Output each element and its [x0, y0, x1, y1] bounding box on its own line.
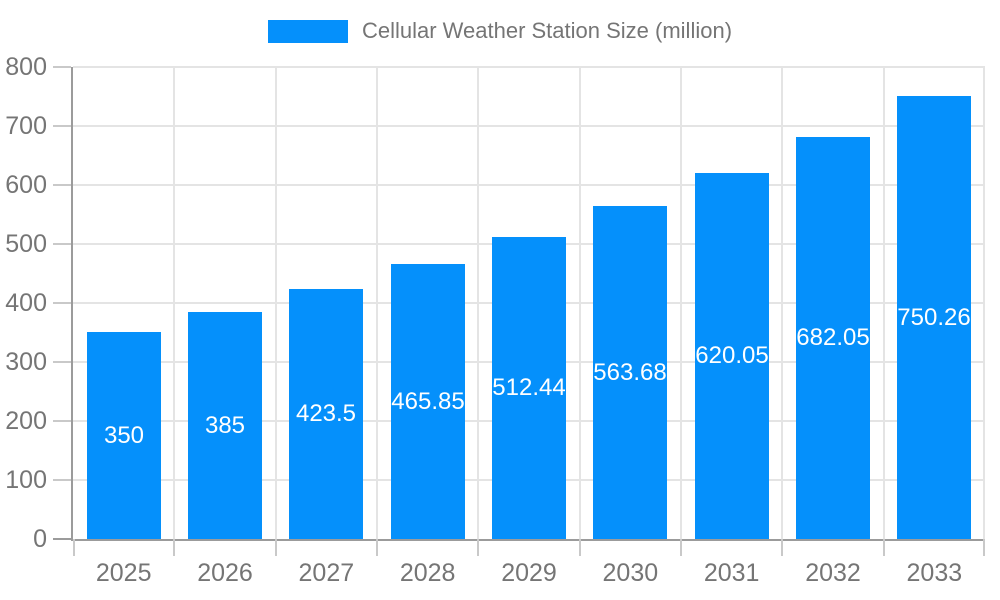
y-axis-tick [53, 125, 71, 127]
y-axis-label: 700 [5, 112, 47, 140]
x-axis-tick [680, 539, 682, 556]
bar-value-label: 563.68 [593, 358, 667, 386]
v-gridline [173, 67, 175, 539]
v-gridline [477, 67, 479, 539]
y-axis-label: 300 [5, 348, 47, 376]
bar[interactable] [492, 237, 566, 539]
bar[interactable] [695, 173, 769, 539]
x-axis-label: 2027 [298, 559, 355, 587]
v-gridline [883, 67, 885, 539]
y-axis-tick [53, 361, 71, 363]
x-axis-label: 2033 [906, 559, 963, 587]
x-axis-label: 2029 [501, 559, 557, 587]
bar-value-label: 350 [103, 421, 145, 449]
x-axis-tick [477, 539, 479, 556]
v-gridline [781, 67, 783, 539]
v-gridline [983, 67, 985, 539]
x-axis-label: 2025 [95, 559, 152, 587]
y-axis-tick [53, 184, 71, 186]
v-gridline [579, 67, 581, 539]
x-axis-tick [275, 539, 277, 556]
bar-value-label: 385 [204, 411, 246, 439]
x-axis-label: 2031 [703, 559, 760, 587]
bar[interactable] [593, 206, 667, 539]
v-gridline [275, 67, 277, 539]
y-axis-label: 500 [5, 230, 47, 258]
x-axis-tick [173, 539, 175, 556]
x-axis-line [71, 539, 985, 541]
y-axis-tick [53, 538, 71, 540]
x-axis-tick [376, 539, 378, 556]
bar[interactable] [796, 137, 870, 539]
y-axis-label: 100 [5, 466, 47, 494]
x-axis-label: 2032 [805, 559, 861, 587]
y-axis-label: 600 [5, 171, 47, 199]
x-axis-tick [883, 539, 885, 556]
y-axis-tick [53, 302, 71, 304]
bar[interactable] [391, 264, 465, 539]
v-gridline [376, 67, 378, 539]
x-axis-label: 2026 [197, 559, 253, 587]
y-axis-tick [53, 479, 71, 481]
x-axis-tick [781, 539, 783, 556]
y-axis-label: 400 [5, 289, 47, 317]
h-gridline [73, 66, 985, 68]
x-axis-tick [579, 539, 581, 556]
y-axis-line [71, 67, 73, 541]
legend[interactable]: Cellular Weather Station Size (million) [0, 17, 1000, 45]
bar[interactable] [289, 289, 363, 539]
y-axis-label: 800 [5, 53, 47, 81]
y-axis-tick [53, 243, 71, 245]
y-axis-tick [53, 420, 71, 422]
bar-value-label: 423.5 [295, 400, 357, 427]
bar[interactable] [87, 332, 161, 539]
y-axis-label: 0 [33, 525, 47, 553]
bar-value-label: 512.44 [492, 374, 566, 401]
bar-value-label: 750.26 [897, 303, 971, 331]
x-axis-label: 2028 [399, 559, 456, 587]
bar-value-label: 620.05 [695, 342, 769, 369]
h-gridline [73, 125, 985, 127]
x-axis-label: 2030 [602, 559, 659, 587]
plot-area: 0 100 200 300 400 500 600 700 800 350 2025 385 2026 4… [5, 55, 985, 586]
v-gridline [680, 67, 682, 539]
legend-swatch [267, 19, 348, 43]
y-axis-tick [53, 66, 71, 68]
y-axis-label: 200 [5, 407, 47, 435]
bar-value-label: 465.85 [391, 387, 465, 415]
x-axis-tick [73, 539, 75, 556]
bar[interactable] [897, 96, 971, 539]
legend-label: Cellular Weather Station Size (million) [361, 18, 733, 43]
bar[interactable] [188, 312, 262, 539]
h-gridline [73, 184, 985, 186]
x-axis-tick [983, 539, 985, 556]
bar-value-label: 682.05 [796, 324, 870, 351]
